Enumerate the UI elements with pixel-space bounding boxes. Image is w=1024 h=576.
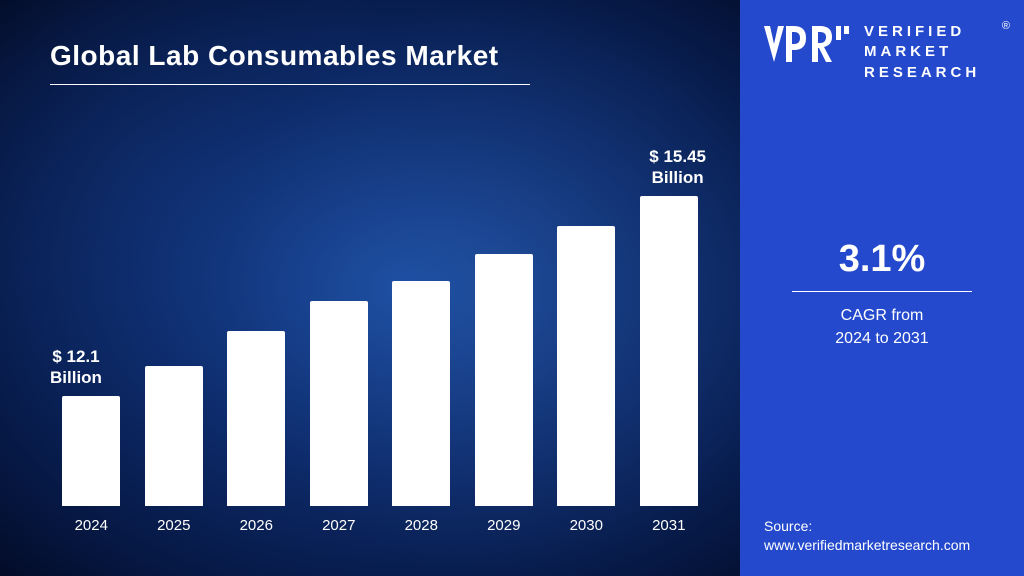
bar: [392, 281, 450, 506]
bar-wrap: 2029: [473, 254, 536, 506]
bar-wrap: 2028: [390, 281, 453, 506]
bar-wrap: 2030: [555, 226, 618, 506]
bar: [62, 396, 120, 506]
year-label: 2025: [143, 517, 206, 534]
cagr-block: 3.1% CAGR from 2024 to 2031: [764, 238, 1000, 350]
logo-text-line: RESEARCH: [864, 63, 980, 83]
source-block: Source: www.verifiedmarketresearch.com: [764, 517, 1000, 556]
bar-chart: $ 12.1Billion $ 15.45Billion 20242025202…: [60, 136, 700, 536]
bar: [145, 366, 203, 506]
bar-wrap: 2031: [638, 196, 701, 506]
chart-title: Global Lab Consumables Market: [50, 40, 700, 72]
bar: [640, 196, 698, 506]
bar-wrap: 2024: [60, 396, 123, 506]
bar: [227, 331, 285, 506]
sidebar-panel: ® VERIFIED MARKET RESEARCH 3.1% CAGR fro…: [740, 0, 1024, 576]
cagr-value: 3.1%: [764, 238, 1000, 281]
logo-text-line: VERIFIED: [864, 22, 980, 42]
cagr-label: CAGR from 2024 to 2031: [764, 304, 1000, 350]
year-label: 2028: [390, 517, 453, 534]
title-underline: [50, 84, 530, 85]
year-label: 2026: [225, 517, 288, 534]
chart-panel: Global Lab Consumables Market $ 12.1Bill…: [0, 0, 740, 576]
bar-wrap: 2026: [225, 331, 288, 506]
vmr-logo-icon: [764, 22, 850, 72]
bar: [475, 254, 533, 506]
brand-logo: VERIFIED MARKET RESEARCH: [764, 22, 1000, 83]
bar: [310, 301, 368, 506]
year-label: 2031: [638, 517, 701, 534]
bar-wrap: 2025: [143, 366, 206, 506]
bar-wrap: 2027: [308, 301, 371, 506]
source-label: Source:: [764, 517, 1000, 537]
cagr-underline: [792, 291, 972, 292]
year-label: 2029: [473, 517, 536, 534]
bar: [557, 226, 615, 506]
year-label: 2030: [555, 517, 618, 534]
year-label: 2027: [308, 517, 371, 534]
year-label: 2024: [60, 517, 123, 534]
registered-icon: ®: [1002, 20, 1010, 32]
brand-logo-text: VERIFIED MARKET RESEARCH: [864, 22, 980, 83]
logo-text-line: MARKET: [864, 42, 980, 62]
source-url: www.verifiedmarketresearch.com: [764, 536, 1000, 556]
bars-container: 2024 2025 2026 2027 2028 2029 2030 2031: [60, 156, 700, 506]
